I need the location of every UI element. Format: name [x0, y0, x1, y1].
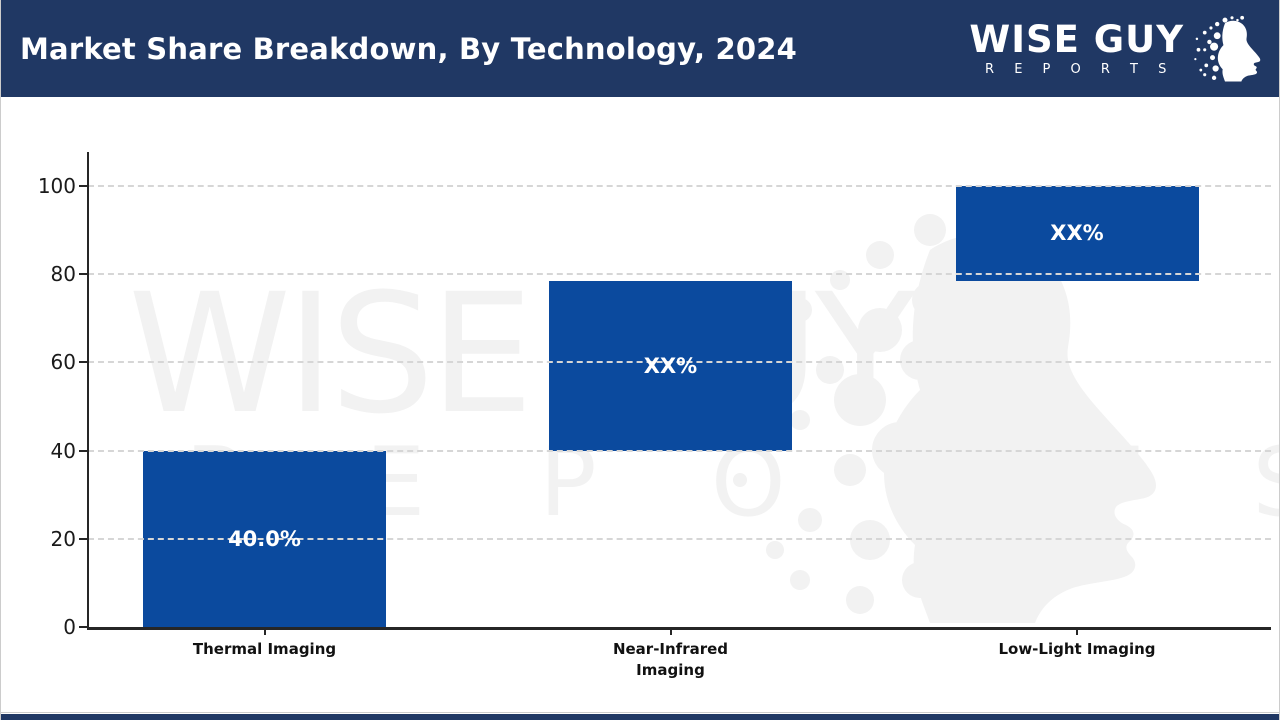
y-axis-spine [87, 152, 89, 629]
bar-value-label-1: 40.0% [228, 526, 301, 551]
gridline-40 [88, 449, 1271, 452]
y-tick-label-100: 100 [37, 174, 76, 198]
gridline-80 [88, 273, 1271, 276]
x-category-label-1: Thermal Imaging [192, 640, 337, 658]
gridline-100 [88, 185, 1271, 187]
bar-value-label-3: XX% [1050, 221, 1104, 246]
x-axis-spine [87, 627, 1271, 630]
y-tick-label-80: 80 [50, 262, 76, 287]
y-tick-100 [79, 185, 87, 187]
y-tick-60 [79, 361, 87, 364]
logo-wordmark: WISE GUY [969, 18, 1184, 62]
y-tick-20 [79, 537, 87, 540]
y-tick-label-60: 60 [50, 350, 76, 375]
y-tick-80 [79, 273, 87, 276]
x-category-label-2: Near-Infrared Imaging [612, 640, 729, 679]
bar-value-label-2: XX% [643, 353, 698, 378]
bar-segment-3 [955, 186, 1199, 281]
bar-segment-2 [549, 280, 792, 451]
logo-face-icon [1194, 15, 1261, 82]
page-title: Market Share Breakdown, By Technology, 2… [20, 31, 798, 66]
x-tick-3 [1076, 628, 1078, 635]
header-bar: Market Share Breakdown, By Technology, 2… [0, 0, 1280, 97]
x-tick-1 [263, 628, 266, 635]
y-tick-label-20: 20 [50, 526, 76, 551]
footer-hairline [0, 712, 1280, 713]
y-tick-label-40: 40 [50, 438, 76, 463]
gridline-60 [88, 361, 1271, 364]
y-tick-label-0: 0 [63, 615, 76, 639]
logo-subtitle: R E P O R T S [985, 61, 1175, 77]
wiseguy-logo: WISE GUY R E P O R T S [969, 6, 1264, 92]
footer-bar [0, 714, 1280, 720]
y-tick-40 [79, 449, 87, 452]
x-tick-2 [669, 628, 672, 635]
wiseguy-logo-text: WISE GUY R E P O R T S [969, 18, 1184, 77]
y-tick-0 [79, 626, 87, 628]
x-category-label-3: Low-Light Imaging [998, 640, 1156, 658]
gridline-20 [88, 537, 1271, 540]
